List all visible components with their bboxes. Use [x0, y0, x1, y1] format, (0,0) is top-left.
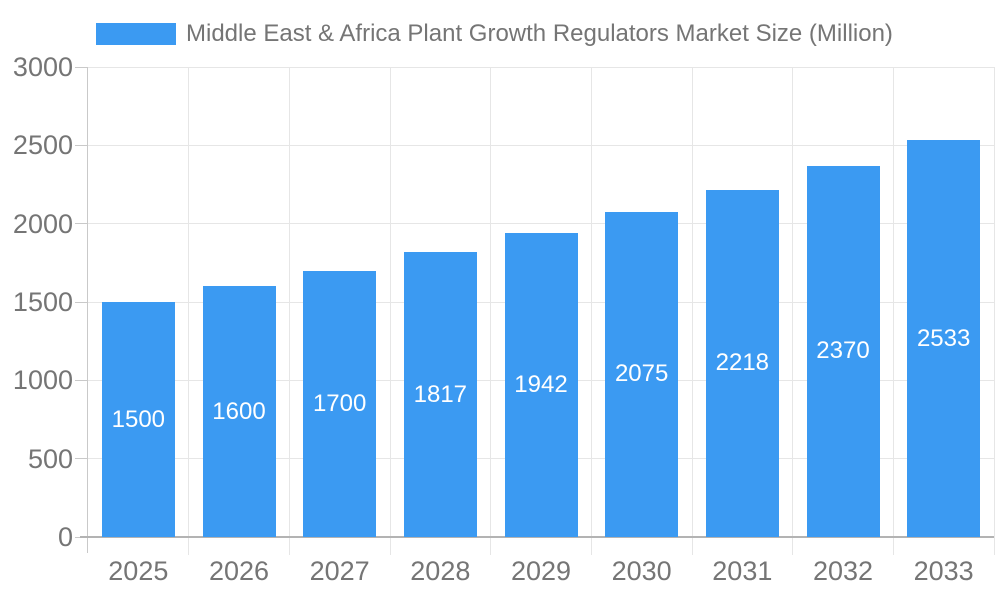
v-gridline [188, 67, 190, 555]
bar-value-label: 2075 [614, 360, 669, 388]
y-tick-label: 3000 [12, 52, 73, 82]
x-tick-label: 2032 [812, 556, 874, 586]
bar-value-label: 2370 [816, 337, 870, 365]
bar-2030[interactable]: 2075 [605, 211, 679, 537]
x-axis-line [80, 536, 994, 538]
y-axis-tick [75, 379, 88, 381]
v-gridline [792, 67, 794, 555]
bar-2025[interactable]: 1500 [101, 302, 175, 537]
bar-value-label: 1500 [111, 405, 166, 433]
bar-2026[interactable]: 1600 [202, 286, 276, 537]
y-tick-label: 1500 [12, 287, 73, 317]
y-tick-label: 1000 [12, 365, 73, 396]
x-tick-label: 2033 [913, 556, 974, 586]
v-gridline [993, 67, 995, 555]
bar-value-label: 2218 [715, 349, 770, 377]
y-axis-line [87, 67, 88, 553]
bar-2031[interactable]: 2218 [705, 189, 779, 537]
h-gridline [88, 66, 994, 68]
x-tick-label: 2025 [108, 556, 169, 586]
v-gridline [389, 67, 391, 555]
bar-2033[interactable]: 2533 [907, 140, 981, 537]
v-gridline [691, 67, 693, 555]
bar-value-label: 1817 [413, 380, 468, 408]
x-tick-label: 2026 [208, 556, 270, 586]
x-tick-label: 2028 [410, 556, 471, 586]
y-axis-tick [75, 458, 88, 460]
legend-swatch[interactable] [96, 23, 176, 45]
h-gridline [88, 144, 994, 146]
v-gridline [288, 67, 290, 555]
x-tick-label: 2029 [510, 556, 572, 586]
x-tick-label: 2027 [309, 556, 370, 586]
y-tick-label: 2500 [12, 130, 73, 161]
x-tick-label: 2030 [611, 556, 672, 586]
bar-value-label: 1942 [514, 370, 568, 398]
y-axis-tick [75, 223, 88, 225]
bar-value-label: 1700 [312, 389, 367, 417]
legend[interactable]: Middle East & Africa Plant Growth Regula… [96, 20, 893, 48]
v-gridline [892, 67, 894, 555]
bar-2032[interactable]: 2370 [806, 165, 880, 537]
v-gridline [490, 67, 492, 555]
y-tick-label: 0 [57, 522, 73, 552]
h-gridline [88, 223, 994, 225]
bar-2029[interactable]: 1942 [504, 232, 578, 537]
bar-2027[interactable]: 1700 [303, 270, 377, 537]
x-tick-label: 2031 [712, 556, 773, 586]
bar-value-label: 1600 [212, 397, 266, 425]
bar-value-label: 2533 [916, 324, 971, 352]
y-tick-label: 500 [27, 443, 73, 474]
y-axis-tick [75, 66, 88, 68]
y-axis-tick [75, 301, 88, 303]
v-gridline [590, 67, 592, 555]
y-tick-label: 2000 [12, 208, 73, 239]
chart-title: Middle East & Africa Plant Growth Regula… [186, 20, 893, 47]
y-axis-tick [75, 144, 88, 146]
bar-2028[interactable]: 1817 [403, 252, 477, 537]
